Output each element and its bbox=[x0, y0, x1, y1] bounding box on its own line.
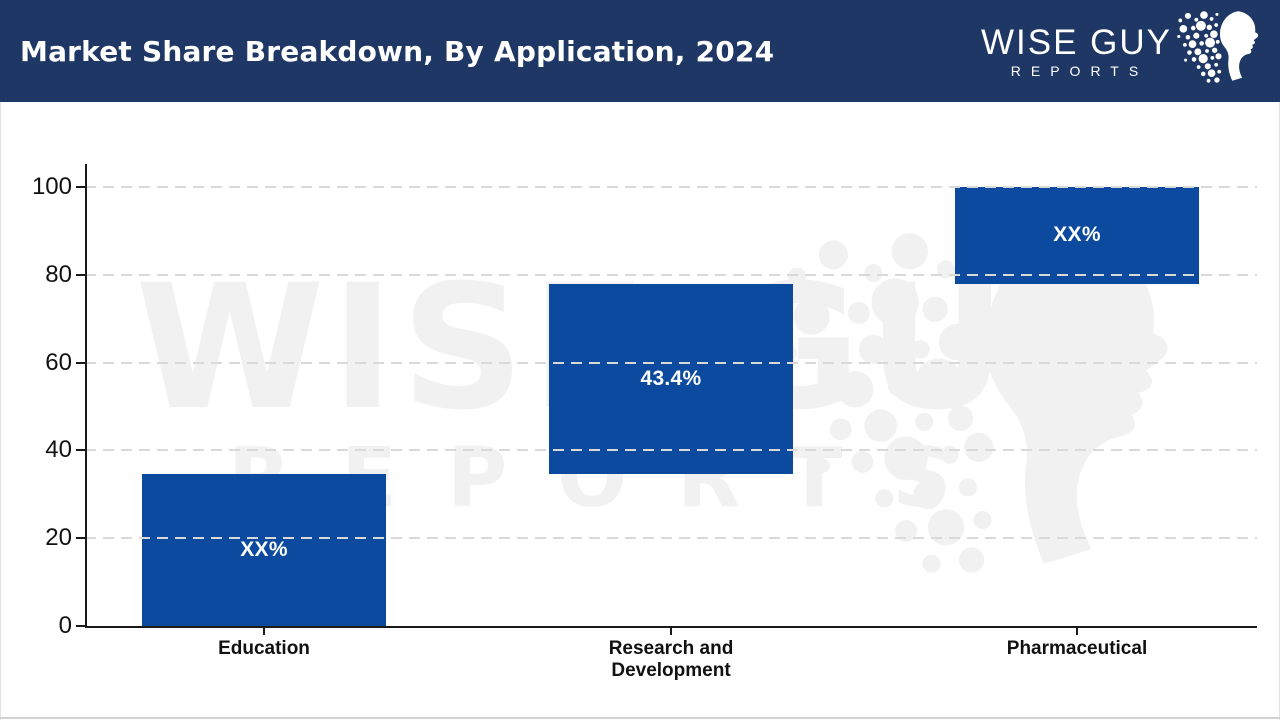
x-tick bbox=[1076, 628, 1078, 635]
y-tick-label: 20 bbox=[45, 524, 72, 552]
y-tick bbox=[76, 186, 85, 188]
y-tick bbox=[76, 625, 85, 627]
y-tick bbox=[76, 361, 85, 364]
y-tick bbox=[76, 273, 85, 276]
y-tick-label: 0 bbox=[58, 612, 72, 639]
x-category-label: Education bbox=[218, 638, 310, 659]
brand-face-profile-dots-icon bbox=[1177, 11, 1259, 83]
brand-logo-text: WISE GUY REPORTS bbox=[981, 25, 1172, 78]
bar-education: XX% bbox=[142, 474, 386, 626]
y-tick-label: 60 bbox=[45, 348, 72, 376]
y-tick-label: 100 bbox=[31, 173, 72, 200]
gridline bbox=[85, 273, 1257, 276]
brand-logo-subtext: REPORTS bbox=[1010, 62, 1149, 79]
header-bar: Market Share Breakdown, By Application, … bbox=[0, 0, 1280, 102]
x-tick bbox=[263, 628, 265, 635]
bar-research-and-development: 43.4% bbox=[549, 283, 793, 475]
gridline bbox=[85, 449, 1257, 452]
bottom-frame-line bbox=[0, 717, 1280, 719]
bar-value-label: XX% bbox=[240, 538, 288, 562]
page-title: Market Share Breakdown, By Application, … bbox=[20, 34, 775, 68]
y-tick-label: 80 bbox=[45, 260, 72, 288]
gridline bbox=[85, 361, 1257, 364]
brand-logo-wordmark: WISE GUY bbox=[980, 22, 1172, 62]
bar-value-label: XX% bbox=[1053, 223, 1101, 247]
gridline bbox=[85, 186, 1257, 188]
y-tick bbox=[76, 449, 85, 452]
left-frame-line bbox=[0, 102, 1, 720]
y-axis bbox=[85, 164, 87, 626]
x-category-label: Research and Development bbox=[608, 638, 734, 681]
y-tick-label: 40 bbox=[45, 436, 72, 464]
bar-pharmaceutical: XX% bbox=[955, 187, 1199, 284]
x-axis bbox=[85, 626, 1257, 628]
x-tick bbox=[670, 628, 672, 635]
brand-logo: WISE GUY REPORTS bbox=[981, 9, 1280, 93]
gridline bbox=[85, 537, 1257, 540]
y-tick bbox=[76, 537, 85, 540]
x-category-label: Pharmaceutical bbox=[1006, 638, 1148, 659]
bar-value-label: 43.4% bbox=[640, 366, 702, 390]
